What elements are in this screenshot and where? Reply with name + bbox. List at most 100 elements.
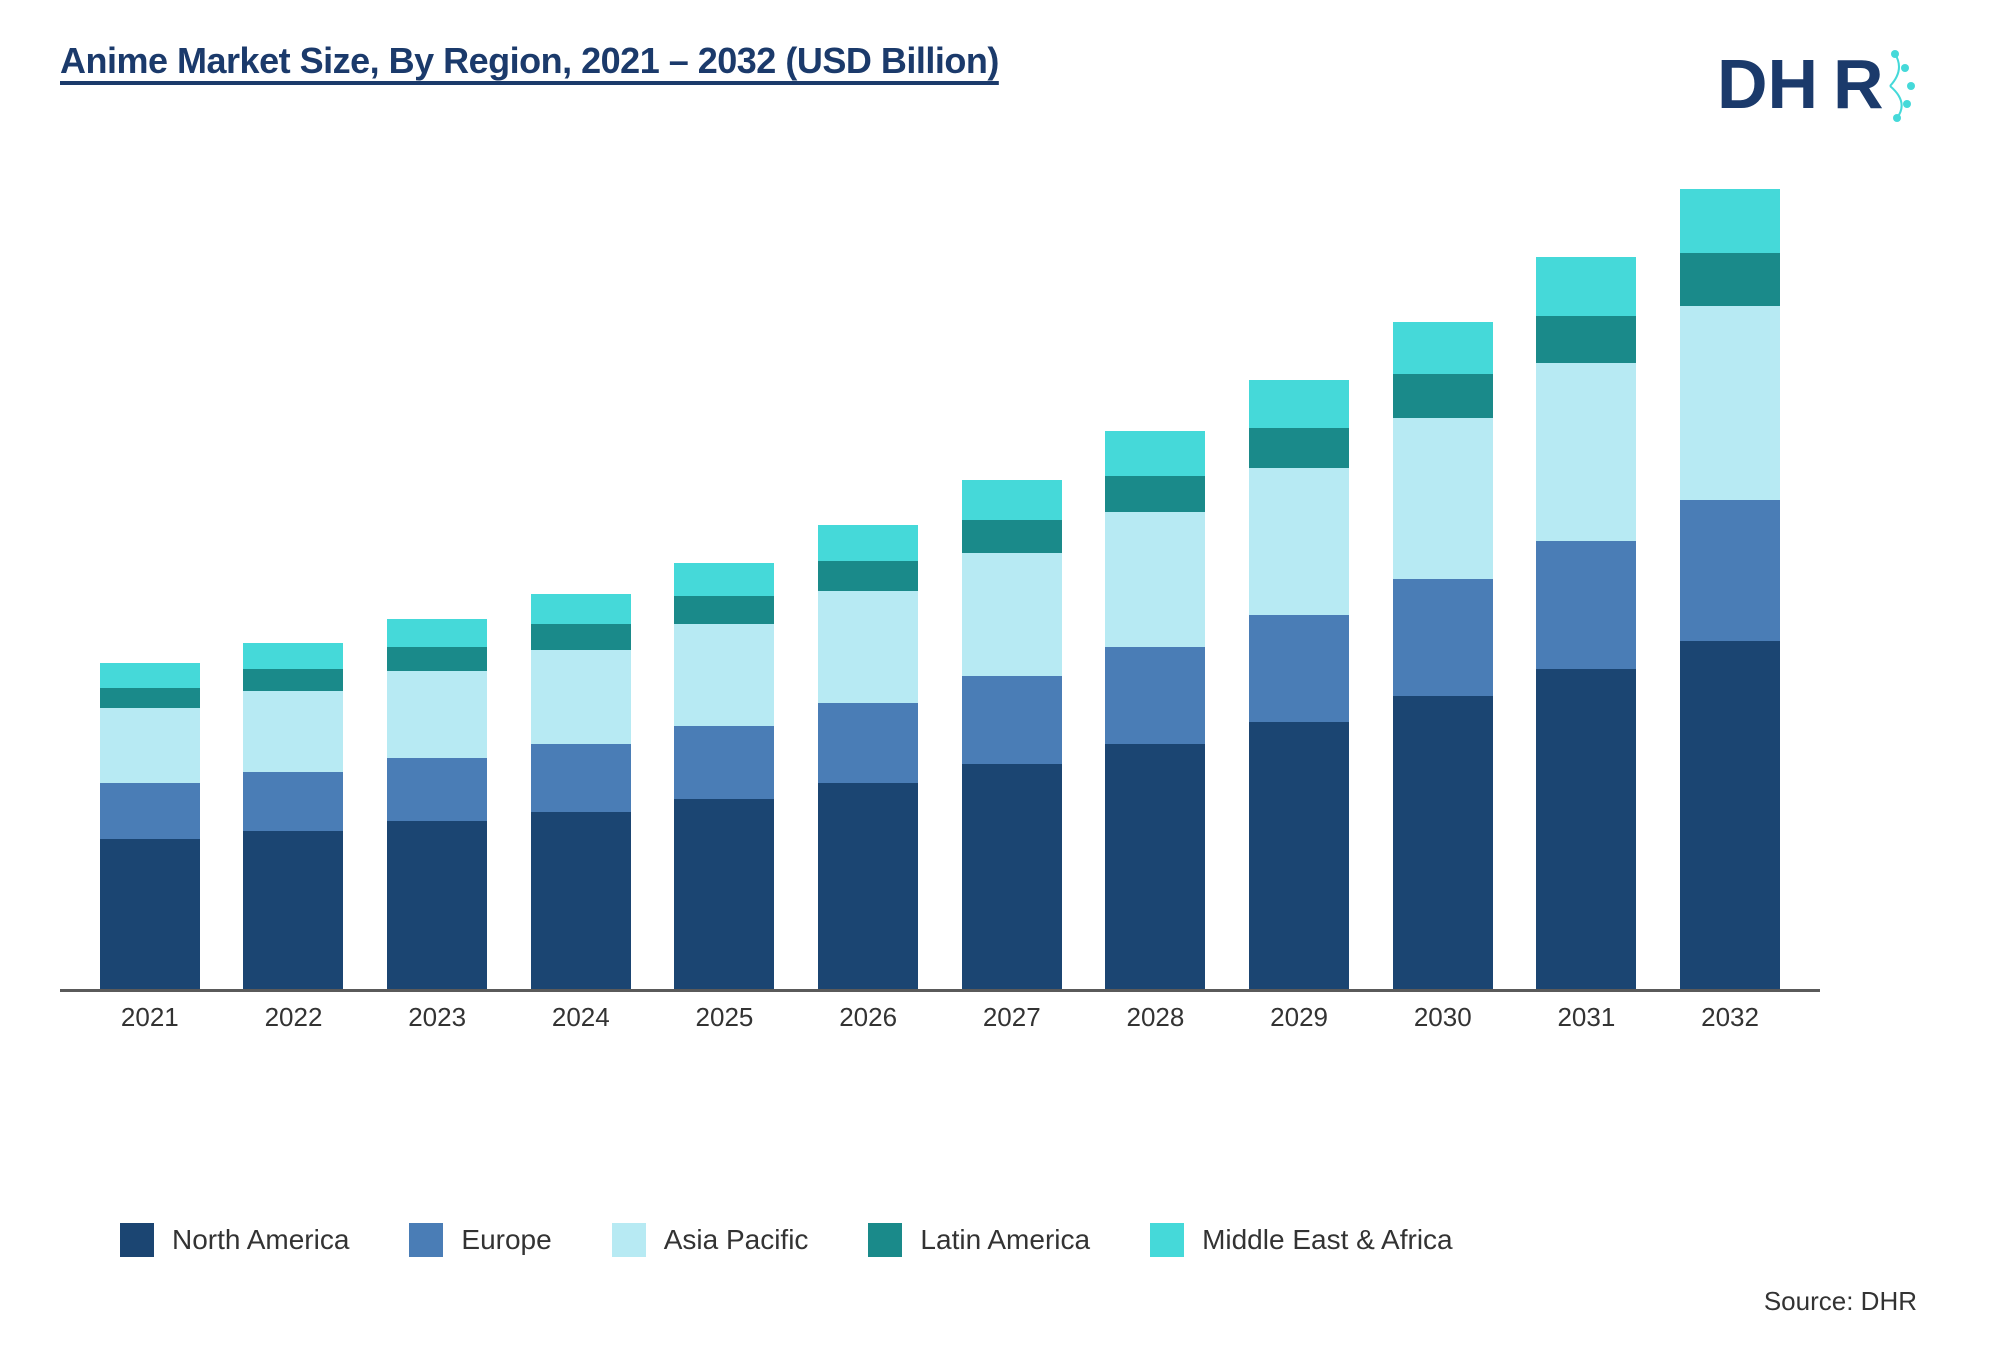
segment (818, 703, 918, 784)
x-tick-label: 2027 (962, 1002, 1062, 1033)
segment (1680, 641, 1780, 989)
x-tick-label: 2022 (243, 1002, 343, 1033)
segment (1105, 744, 1205, 989)
segment (531, 812, 631, 989)
chart-area: 2021202220232024202520262027202820292030… (60, 122, 1820, 1042)
x-tick-label: 2029 (1249, 1002, 1349, 1033)
bar-2021 (100, 663, 200, 989)
segment (1393, 322, 1493, 375)
segment (531, 594, 631, 625)
segment (1680, 500, 1780, 641)
legend-swatch (868, 1223, 902, 1257)
bar-2024 (531, 594, 631, 989)
segment (100, 839, 200, 989)
bar-2031 (1536, 257, 1636, 989)
segment (1249, 722, 1349, 989)
segment (243, 691, 343, 772)
segment (100, 663, 200, 688)
chart-legend: North America Europe Asia Pacific Latin Ame… (120, 1223, 1453, 1257)
segment (674, 624, 774, 726)
segment (1105, 512, 1205, 646)
segment (962, 676, 1062, 765)
segment (818, 783, 918, 989)
x-tick-label: 2026 (818, 1002, 918, 1033)
bar-2029 (1249, 380, 1349, 989)
segment (1393, 374, 1493, 418)
segment (1249, 428, 1349, 468)
segment (387, 758, 487, 821)
x-tick-label: 2025 (674, 1002, 774, 1033)
chart-plot (60, 122, 1820, 992)
bar-2026 (818, 525, 918, 989)
legend-label: Latin America (920, 1224, 1090, 1256)
segment (243, 831, 343, 989)
legend-swatch (1150, 1223, 1184, 1257)
bar-2025 (674, 563, 774, 989)
segment (674, 799, 774, 989)
segment (1249, 380, 1349, 428)
segment (962, 480, 1062, 520)
svg-text:DH: DH (1717, 45, 1818, 123)
bar-2022 (243, 643, 343, 989)
legend-item: Latin America (868, 1223, 1090, 1257)
segment (1680, 189, 1780, 253)
segment (387, 821, 487, 989)
segment (818, 591, 918, 703)
segment (100, 783, 200, 838)
legend-label: Asia Pacific (664, 1224, 809, 1256)
brand-logo: DH R (1717, 40, 1917, 130)
segment (1680, 253, 1780, 305)
segment (100, 708, 200, 783)
source-label: Source: DHR (1764, 1286, 1917, 1317)
x-tick-label: 2030 (1393, 1002, 1493, 1033)
segment (387, 647, 487, 671)
segment (1536, 316, 1636, 363)
segment (100, 688, 200, 709)
segment (531, 624, 631, 649)
x-tick-label: 2021 (100, 1002, 200, 1033)
segment (1249, 615, 1349, 722)
segment (243, 669, 343, 691)
legend-item: North America (120, 1223, 349, 1257)
legend-label: Europe (461, 1224, 551, 1256)
segment (531, 650, 631, 744)
segment (1536, 541, 1636, 669)
segment (1249, 468, 1349, 615)
chart-title: Anime Market Size, By Region, 2021 – 203… (60, 40, 999, 82)
x-tick-label: 2023 (387, 1002, 487, 1033)
svg-text:R: R (1833, 45, 1884, 123)
segment (674, 726, 774, 800)
segment (243, 772, 343, 831)
legend-label: Middle East & Africa (1202, 1224, 1453, 1256)
legend-item: Europe (409, 1223, 551, 1257)
x-tick-label: 2031 (1536, 1002, 1636, 1033)
legend-label: North America (172, 1224, 349, 1256)
segment (243, 643, 343, 669)
x-axis-labels: 2021202220232024202520262027202820292030… (60, 1002, 1820, 1033)
bar-2032 (1680, 189, 1780, 989)
legend-swatch (409, 1223, 443, 1257)
segment (962, 764, 1062, 989)
bar-2027 (962, 480, 1062, 989)
bar-2030 (1393, 322, 1493, 990)
segment (1536, 363, 1636, 540)
segment (674, 563, 774, 596)
legend-item: Middle East & Africa (1150, 1223, 1453, 1257)
segment (962, 520, 1062, 553)
segment (1393, 418, 1493, 579)
segment (1105, 647, 1205, 744)
legend-item: Asia Pacific (612, 1223, 809, 1257)
segment (1536, 669, 1636, 989)
segment (962, 553, 1062, 676)
x-tick-label: 2024 (531, 1002, 631, 1033)
legend-swatch (612, 1223, 646, 1257)
segment (387, 619, 487, 647)
bar-2028 (1105, 431, 1205, 989)
bar-2023 (387, 619, 487, 989)
segment (818, 525, 918, 561)
segment (387, 671, 487, 758)
legend-swatch (120, 1223, 154, 1257)
segment (531, 744, 631, 812)
segment (1680, 306, 1780, 501)
segment (1105, 476, 1205, 512)
